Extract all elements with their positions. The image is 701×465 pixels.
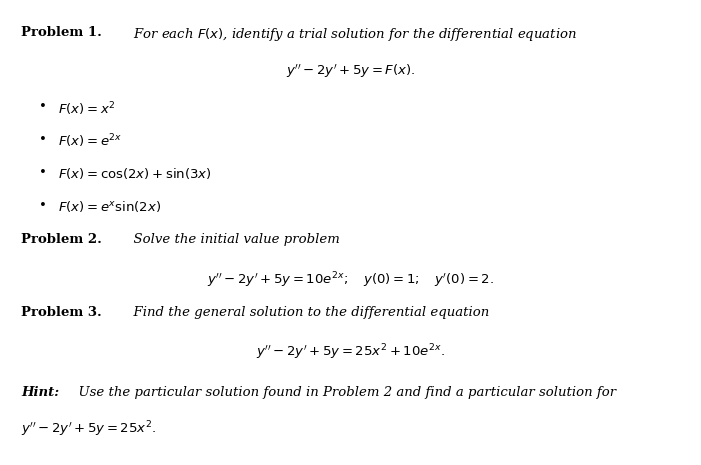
Text: For each $F(x)$, identify a trial solution for the differential equation: For each $F(x)$, identify a trial soluti… bbox=[125, 26, 578, 43]
Text: Problem 3.: Problem 3. bbox=[21, 306, 102, 319]
Text: $y'' - 2y' + 5y = F(x).$: $y'' - 2y' + 5y = F(x).$ bbox=[286, 63, 415, 80]
Text: Problem 2.: Problem 2. bbox=[21, 233, 102, 246]
Text: $y'' - 2y' + 5y = 10e^{2x};\quad y(0) = 1;\quad y'(0) = 2.$: $y'' - 2y' + 5y = 10e^{2x};\quad y(0) = … bbox=[207, 271, 494, 290]
Text: •: • bbox=[39, 100, 46, 113]
Text: $F(x) = e^{2x}$: $F(x) = e^{2x}$ bbox=[58, 133, 123, 150]
Text: •: • bbox=[39, 133, 46, 146]
Text: Find the general solution to the differential equation: Find the general solution to the differe… bbox=[125, 306, 489, 319]
Text: $F(x) = \cos(2x) + \sin(3x)$: $F(x) = \cos(2x) + \sin(3x)$ bbox=[58, 166, 212, 181]
Text: $F(x) = x^2$: $F(x) = x^2$ bbox=[58, 100, 116, 118]
Text: Solve the initial value problem: Solve the initial value problem bbox=[125, 233, 340, 246]
Text: $F(x) = e^x \sin(2x)$: $F(x) = e^x \sin(2x)$ bbox=[58, 199, 161, 214]
Text: $y'' - 2y' + 5y = 25x^2.$: $y'' - 2y' + 5y = 25x^2.$ bbox=[21, 419, 156, 439]
Text: Problem 1.: Problem 1. bbox=[21, 26, 102, 39]
Text: •: • bbox=[39, 166, 46, 179]
Text: Use the particular solution found in Problem 2 and find a particular solution fo: Use the particular solution found in Pro… bbox=[70, 386, 616, 399]
Text: $y'' - 2y' + 5y = 25x^2 + 10e^{2x}.$: $y'' - 2y' + 5y = 25x^2 + 10e^{2x}.$ bbox=[256, 343, 445, 362]
Text: Hint:: Hint: bbox=[21, 386, 59, 399]
Text: •: • bbox=[39, 199, 46, 212]
